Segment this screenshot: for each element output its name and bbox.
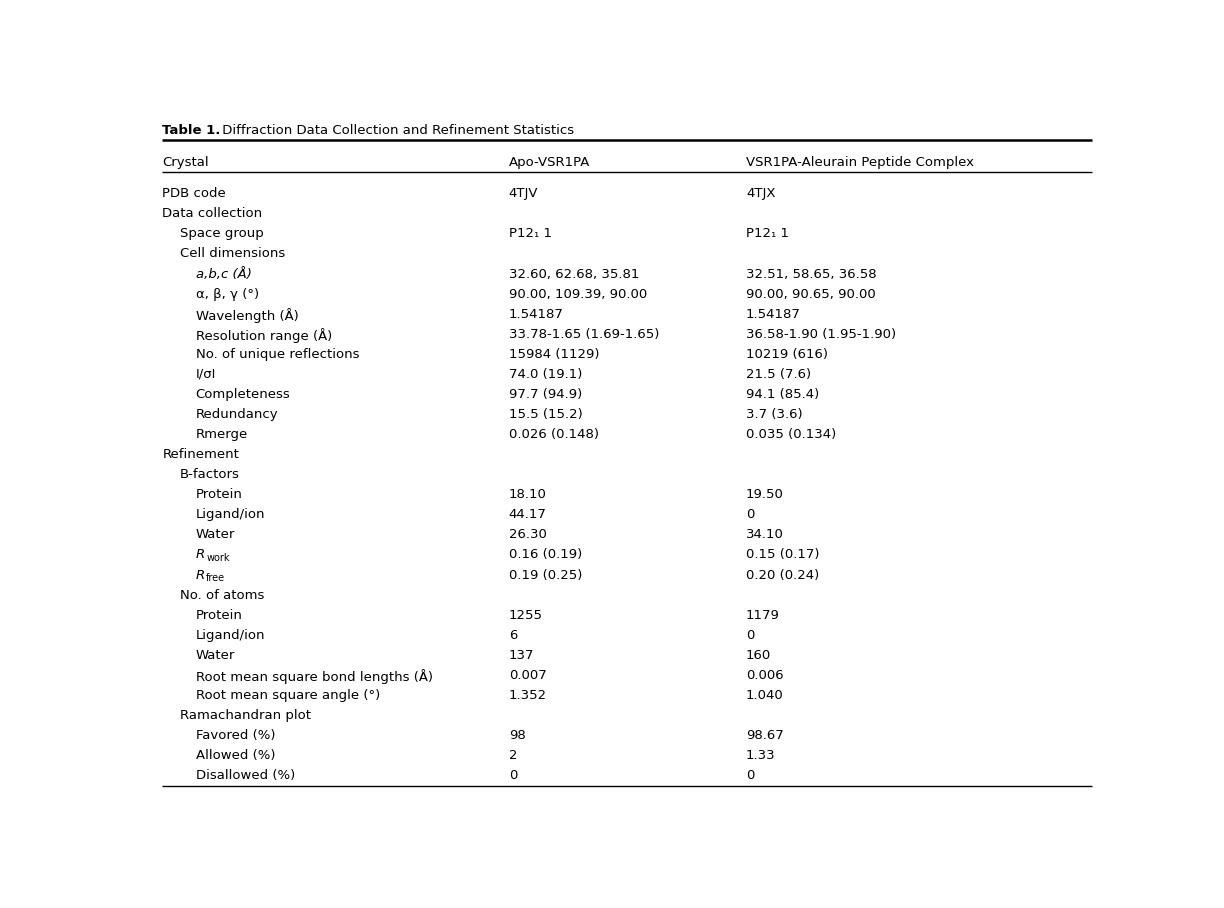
Text: 98.67: 98.67: [745, 729, 783, 742]
Text: Resolution range (Å): Resolution range (Å): [196, 328, 332, 342]
Text: Protein: Protein: [196, 489, 242, 501]
Text: I/σI: I/σI: [196, 368, 217, 380]
Text: Ramachandran plot: Ramachandran plot: [180, 709, 311, 722]
Text: Allowed (%): Allowed (%): [196, 749, 275, 762]
Text: Space group: Space group: [180, 227, 263, 241]
Text: Table 1.: Table 1.: [163, 124, 220, 137]
Text: 0: 0: [745, 769, 754, 782]
Text: free: free: [206, 573, 225, 583]
Text: Disallowed (%): Disallowed (%): [196, 769, 295, 782]
Text: work: work: [206, 553, 230, 563]
Text: 0.15 (0.17): 0.15 (0.17): [745, 548, 819, 561]
Text: 0.006: 0.006: [745, 669, 783, 682]
Text: P12₁ 1: P12₁ 1: [745, 227, 789, 241]
Text: 1.33: 1.33: [745, 749, 776, 762]
Text: VSR1PA-Aleurain Peptide Complex: VSR1PA-Aleurain Peptide Complex: [745, 156, 974, 169]
Text: Root mean square bond lengths (Å): Root mean square bond lengths (Å): [196, 669, 433, 684]
Text: Refinement: Refinement: [163, 449, 240, 461]
Text: 1.352: 1.352: [509, 689, 547, 702]
Text: Favored (%): Favored (%): [196, 729, 275, 742]
Text: 18.10: 18.10: [509, 489, 547, 501]
Text: Crystal: Crystal: [163, 156, 209, 169]
Text: Ligand/ion: Ligand/ion: [196, 628, 266, 642]
Text: 1.54187: 1.54187: [509, 308, 563, 321]
Text: 0.16 (0.19): 0.16 (0.19): [509, 548, 581, 561]
Text: 0.20 (0.24): 0.20 (0.24): [745, 568, 819, 581]
Text: 1.040: 1.040: [745, 689, 783, 702]
Text: Water: Water: [196, 528, 235, 541]
Text: Diffraction Data Collection and Refinement Statistics: Diffraction Data Collection and Refineme…: [218, 124, 574, 137]
Text: 90.00, 109.39, 90.00: 90.00, 109.39, 90.00: [509, 288, 647, 301]
Text: 94.1 (85.4): 94.1 (85.4): [745, 388, 819, 401]
Text: Water: Water: [196, 649, 235, 662]
Text: 34.10: 34.10: [745, 528, 783, 541]
Text: Ligand/ion: Ligand/ion: [196, 508, 266, 521]
Text: 0.035 (0.134): 0.035 (0.134): [745, 428, 836, 441]
Text: 97.7 (94.9): 97.7 (94.9): [509, 388, 581, 401]
Text: 4TJX: 4TJX: [745, 187, 775, 201]
Text: Protein: Protein: [196, 608, 242, 622]
Text: 0.007: 0.007: [509, 669, 546, 682]
Text: Completeness: Completeness: [196, 388, 290, 401]
Text: 90.00, 90.65, 90.00: 90.00, 90.65, 90.00: [745, 288, 875, 301]
Text: 32.60, 62.68, 35.81: 32.60, 62.68, 35.81: [509, 268, 639, 281]
Text: 1255: 1255: [509, 608, 542, 622]
Text: 15.5 (15.2): 15.5 (15.2): [509, 408, 583, 421]
Text: 36.58-1.90 (1.95-1.90): 36.58-1.90 (1.95-1.90): [745, 328, 896, 340]
Text: 160: 160: [745, 649, 771, 662]
Text: a,b,c (Å): a,b,c (Å): [196, 268, 252, 281]
Text: 2: 2: [509, 749, 518, 762]
Text: Wavelength (Å): Wavelength (Å): [196, 308, 299, 322]
Text: α, β, γ (°): α, β, γ (°): [196, 288, 258, 301]
Text: 33.78-1.65 (1.69-1.65): 33.78-1.65 (1.69-1.65): [509, 328, 659, 340]
Text: 0: 0: [745, 508, 754, 521]
Text: R: R: [196, 548, 204, 561]
Text: 0: 0: [745, 628, 754, 642]
Text: 19.50: 19.50: [745, 489, 783, 501]
Text: 10219 (616): 10219 (616): [745, 348, 827, 360]
Text: 0.026 (0.148): 0.026 (0.148): [509, 428, 599, 441]
Text: 15984 (1129): 15984 (1129): [509, 348, 600, 360]
Text: 32.51, 58.65, 36.58: 32.51, 58.65, 36.58: [745, 268, 876, 281]
Text: Redundancy: Redundancy: [196, 408, 278, 421]
Text: 21.5 (7.6): 21.5 (7.6): [745, 368, 812, 380]
Text: 6: 6: [509, 628, 517, 642]
Text: 26.30: 26.30: [509, 528, 547, 541]
Text: Data collection: Data collection: [163, 207, 263, 221]
Text: B-factors: B-factors: [180, 469, 240, 481]
Text: Rmerge: Rmerge: [196, 428, 248, 441]
Text: Root mean square angle (°): Root mean square angle (°): [196, 689, 379, 702]
Text: 74.0 (19.1): 74.0 (19.1): [509, 368, 583, 380]
Text: 1179: 1179: [745, 608, 780, 622]
Text: 4TJV: 4TJV: [509, 187, 539, 201]
Text: 44.17: 44.17: [509, 508, 547, 521]
Text: Cell dimensions: Cell dimensions: [180, 248, 285, 261]
Text: 1.54187: 1.54187: [745, 308, 800, 321]
Text: 0: 0: [509, 769, 517, 782]
Text: Apo-VSR1PA: Apo-VSR1PA: [509, 156, 590, 169]
Text: PDB code: PDB code: [163, 187, 226, 201]
Text: R: R: [196, 568, 204, 581]
Text: P12₁ 1: P12₁ 1: [509, 227, 552, 241]
Text: No. of unique reflections: No. of unique reflections: [196, 348, 359, 360]
Text: 137: 137: [509, 649, 534, 662]
Text: 98: 98: [509, 729, 525, 742]
Text: No. of atoms: No. of atoms: [180, 588, 264, 602]
Text: 3.7 (3.6): 3.7 (3.6): [745, 408, 803, 421]
Text: 0.19 (0.25): 0.19 (0.25): [509, 568, 583, 581]
